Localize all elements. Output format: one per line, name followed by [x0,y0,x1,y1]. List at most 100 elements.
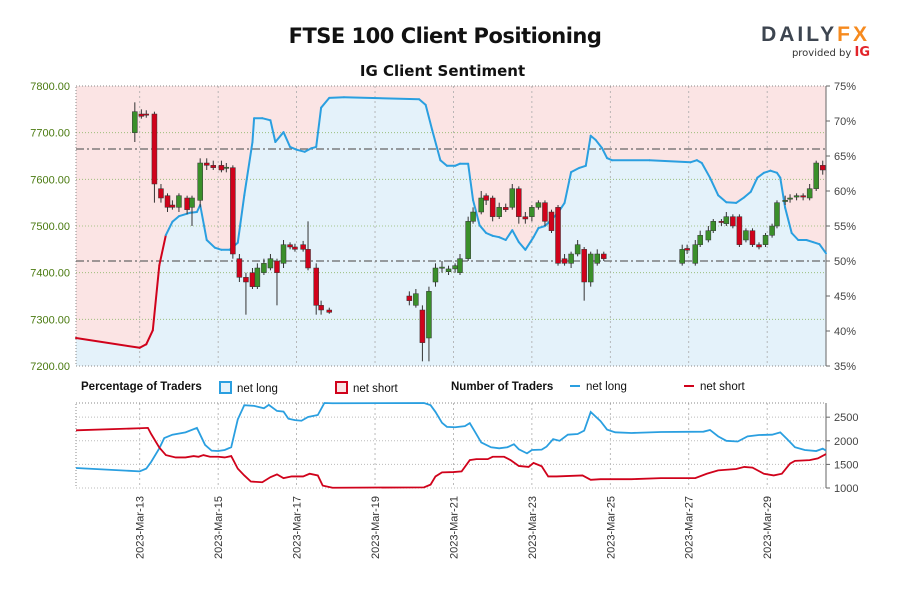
sentiment-line-segment [584,134,592,167]
sentiment-line-segment [524,236,535,251]
candle-down [249,272,256,287]
candle-up [197,162,203,201]
candle-down [274,260,280,273]
sentiment-line-segment [784,206,793,234]
sentiment-line-segment [467,162,475,202]
sentiment-line-segment [689,159,698,164]
candle-up [496,207,502,217]
sentiment-line-segment [472,199,481,227]
legend-pct-short: net short [335,381,398,395]
traders-line-net-long [75,402,827,473]
candle-down [218,165,225,171]
candle-up [261,263,267,273]
pct-tick-label: 55% [834,221,856,233]
price-tick-label: 7200.00 [30,361,70,373]
price-tick-label: 7500.00 [30,221,70,233]
candle-down [300,244,306,250]
candle-down [800,195,806,198]
legend-swatch-short [335,381,348,394]
candle-down [184,197,190,210]
chart-title: FTSE 100 Client Positioning [288,24,602,48]
sentiment-line-segment [594,138,604,150]
candle-down [158,188,164,199]
sentiment-line-segment [151,264,161,332]
sentiment-line-segment [171,215,180,223]
candle-down [684,248,690,251]
sentiment-line-segment [478,224,488,234]
date-tick-label: 2023-Mar-21 [448,496,460,559]
sentiment-line-segment [708,176,720,197]
candle-up [787,197,793,200]
sentiment-line-segment [504,229,514,241]
sentiment-line-segment [189,211,198,214]
date-tick-label: 2023-Mar-23 [527,496,539,559]
sentiment-line-segment [769,169,778,174]
candle-up [470,211,476,222]
date-tick-label: 2023-Mar-15 [213,496,225,559]
candle-up [679,249,685,264]
sentiment-line-segment [236,194,246,244]
sentiment-line-segment [199,204,208,241]
sentiment-line-segment [243,141,254,197]
candle-down [419,309,426,343]
sentiment-line-segment [213,246,223,251]
candle-up [465,221,471,259]
date-tick-label: 2023-Mar-27 [684,496,696,559]
candle-up [509,188,516,208]
candle-up [743,230,749,241]
sentiment-line-segment [282,131,292,148]
candle-up [806,188,813,199]
logo-fx: FX [837,23,870,46]
sentiment-line-segment [818,243,827,255]
candle-up [774,202,780,227]
traders-plot-frame [75,402,827,489]
traders-tick-label: 1000 [834,483,858,495]
sentiment-line-segment [749,176,759,193]
chart-subtitle: IG Client Sentiment [359,62,526,80]
sentiment-line-segment [205,239,216,249]
candle-down [236,258,243,278]
candle-up [478,197,484,213]
candle-up [813,162,819,189]
price-tick-label: 7300.00 [30,314,70,326]
sentiment-line-segment [328,96,345,99]
sentiment-line-segment [762,169,772,174]
candle-down [138,113,145,117]
candle-down [210,165,217,168]
sentiment-line-segment [315,106,323,148]
candle-up [692,244,699,264]
pct-tick-label: 70% [834,116,856,128]
sentiment-line-segment [537,225,546,230]
sentiment-line-segment [439,159,448,167]
sentiment-line-segment [491,234,501,239]
candle-up [587,253,594,283]
candle-down [287,244,293,248]
long-zone-fill [76,97,826,366]
logo-ig: IG [854,45,870,60]
candle-down [555,207,561,264]
candle-down [819,165,826,171]
sentiment-line-segment [431,129,442,162]
candle-down [243,277,249,283]
legend-num-long: net long [570,381,627,393]
candle-up [413,293,419,306]
sentiment-line-segment [295,148,306,153]
candle-down [542,202,548,222]
candle-down [143,113,150,116]
legend-swatch-long [219,381,232,394]
candle-down [522,216,529,220]
sentiment-line-segment [601,147,609,160]
price-tick-label: 7700.00 [30,128,70,140]
candle-down [489,197,496,217]
candle-up [535,202,542,208]
candle-down [516,188,522,217]
candle-up [782,200,788,202]
sentiment-line-segment [164,220,174,237]
candle-up [426,291,432,339]
sentiment-line-segment [145,329,154,346]
candle-down [718,221,725,223]
candle-down [169,204,176,208]
candle-up [793,195,800,198]
traders-line-net-short [75,426,827,489]
